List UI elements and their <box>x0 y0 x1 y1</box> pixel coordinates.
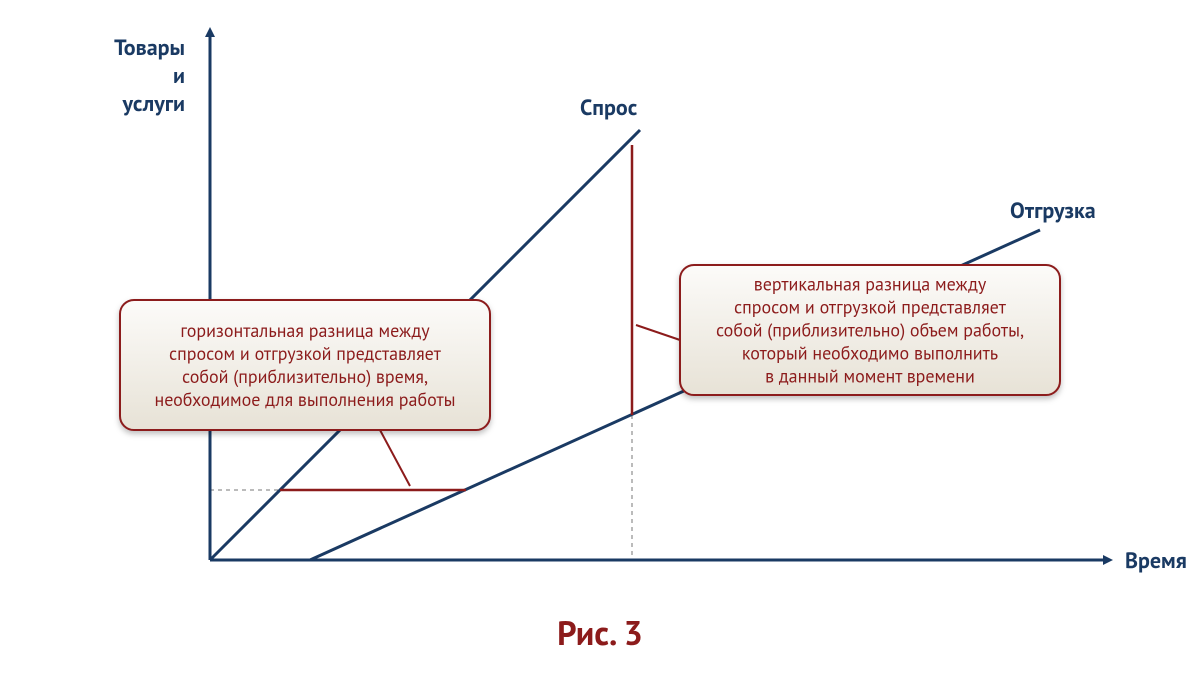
callout-horizontal-text: горизонтальная разница междуспросом и от… <box>154 319 455 411</box>
figure-caption: Рис. 3 <box>557 611 643 655</box>
y-axis-label: Товарыиуслуги <box>114 34 185 118</box>
callout-horizontal: горизонтальная разница междуспросом и от… <box>120 300 490 486</box>
callout-vertical: вертикальная разница междуспросом и отгр… <box>636 265 1060 395</box>
x-axis-label: Время <box>1125 547 1187 575</box>
shipment-label: Отгрузка <box>1010 197 1096 225</box>
guides <box>210 415 632 560</box>
demand-label: Спрос <box>580 94 638 122</box>
